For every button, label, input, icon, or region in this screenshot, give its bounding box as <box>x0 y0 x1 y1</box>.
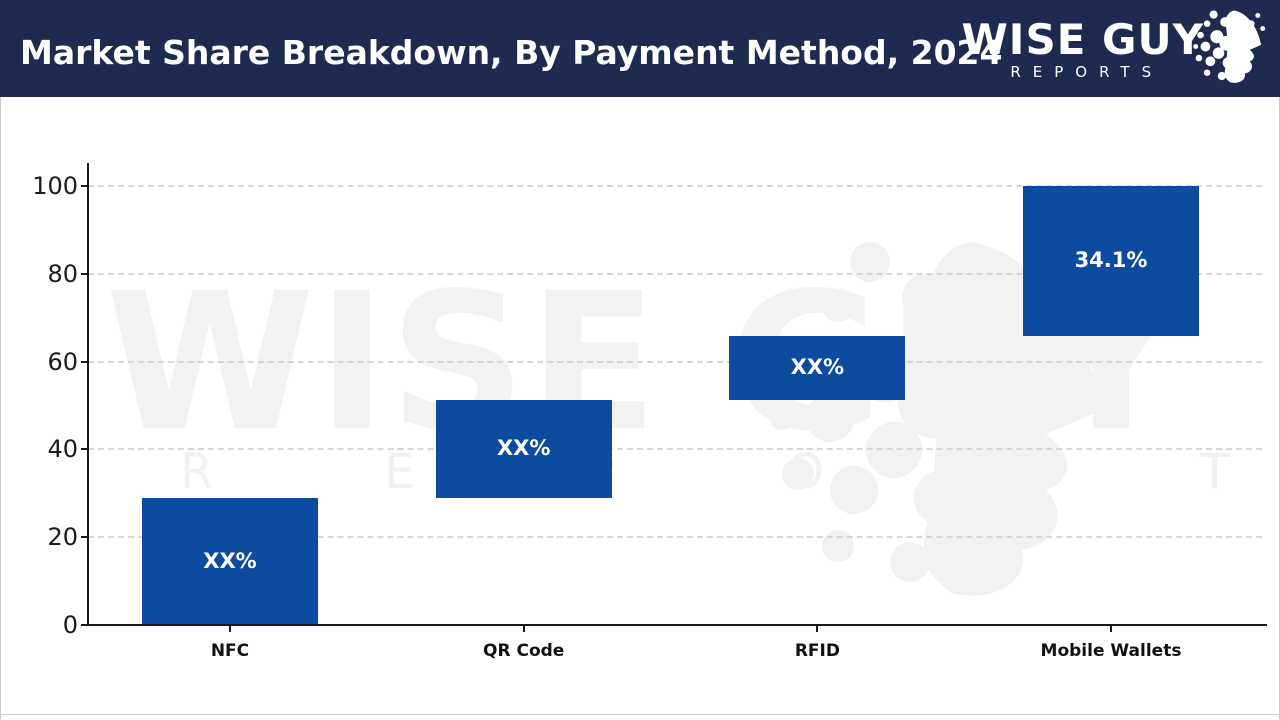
y-tick-label: 0 <box>62 611 78 639</box>
y-tick-label: 40 <box>47 435 78 464</box>
y-tick-label: 80 <box>47 259 78 288</box>
y-gridline <box>88 360 1262 363</box>
face-profile-icon <box>1193 10 1266 83</box>
y-tick-label: 60 <box>47 347 78 376</box>
y-tick-mark <box>81 448 88 451</box>
bar-value-label: XX% <box>790 355 845 380</box>
brand-logo: WISE GUY REPORTS <box>961 6 1272 92</box>
y-tick-mark <box>81 536 88 539</box>
x-tick-label: Mobile Wallets <box>1040 641 1182 661</box>
y-gridline <box>88 536 1262 539</box>
x-tick-label: RFID <box>794 641 840 661</box>
watermark-subtext: R E P O R T S <box>180 444 1280 500</box>
x-tick-mark <box>816 625 819 632</box>
y-axis-line <box>87 163 89 626</box>
bar-value-label: XX% <box>496 436 551 461</box>
y-tick-mark <box>81 360 88 363</box>
x-tick-mark <box>1110 625 1112 632</box>
y-gridline <box>88 272 1262 275</box>
bar-value-label: XX% <box>203 548 257 573</box>
y-tick-mark <box>81 272 88 275</box>
y-tick-mark <box>81 185 88 187</box>
y-tick-label: 100 <box>32 172 78 200</box>
brand-logo-text: WISE GUY REPORTS <box>961 14 1204 81</box>
y-gridline <box>88 448 1262 451</box>
bar-mobile-wallets: 34.1% <box>1023 186 1199 336</box>
chart-title: Market Share Breakdown, By Payment Metho… <box>20 33 1003 72</box>
bar-qr-code: XX% <box>435 400 612 498</box>
bar-nfc: XX% <box>142 497 318 625</box>
x-tick-mark <box>229 625 231 632</box>
y-gridline <box>88 185 1262 187</box>
x-tick-label: NFC <box>210 641 250 661</box>
x-tick-mark <box>522 625 525 632</box>
bar-rfid: XX% <box>729 335 906 401</box>
x-axis-line <box>87 624 1267 626</box>
header-bar: Market Share Breakdown, By Payment Metho… <box>0 0 1280 97</box>
bottom-divider-line <box>0 714 1280 715</box>
y-tick-mark <box>81 624 88 626</box>
y-tick-label: 20 <box>47 523 78 552</box>
bar-value-label: 34.1% <box>1074 248 1148 273</box>
brand-name: WISE GUY <box>961 14 1204 64</box>
x-tick-label: QR Code <box>483 641 565 661</box>
brand-subtitle: REPORTS <box>1010 62 1164 81</box>
